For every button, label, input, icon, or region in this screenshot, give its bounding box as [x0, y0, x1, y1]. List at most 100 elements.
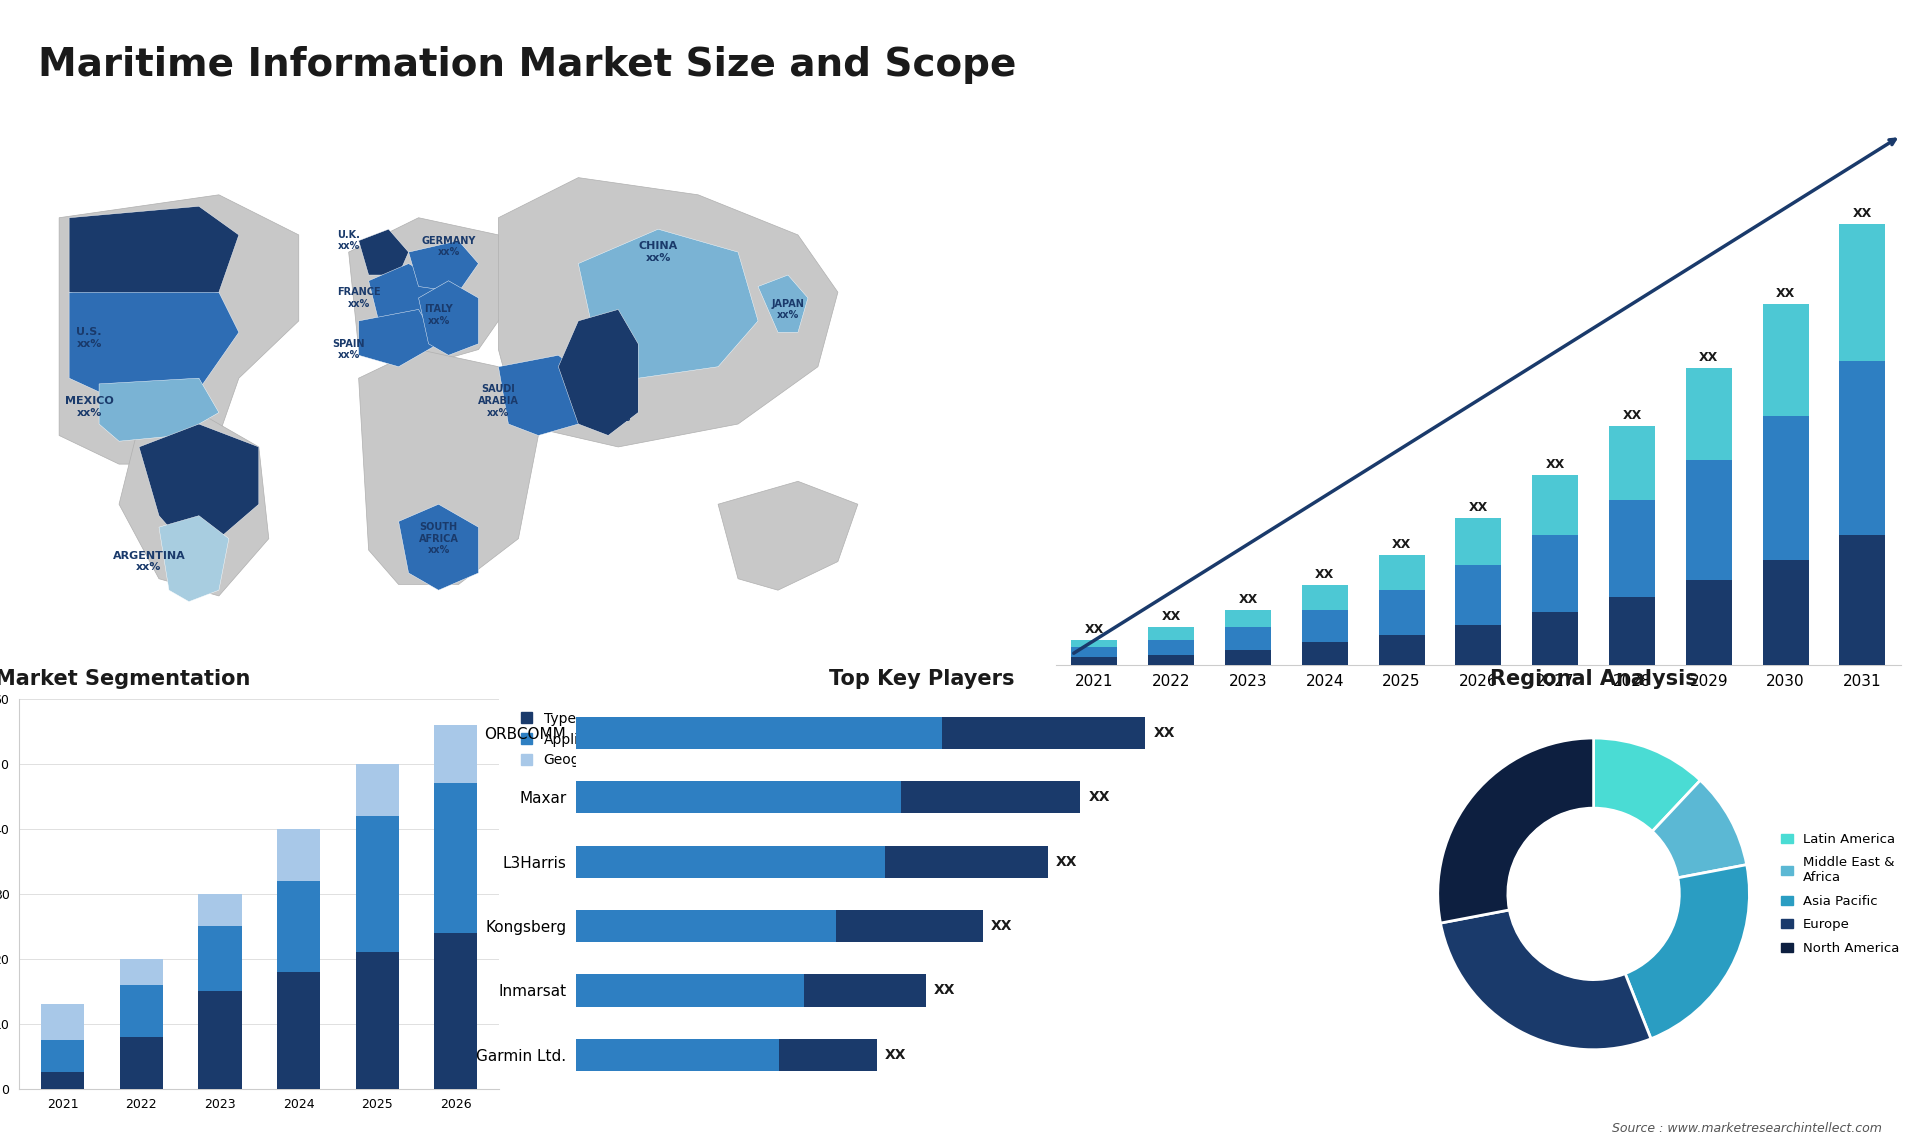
Polygon shape — [359, 309, 438, 367]
Bar — [1379, 635, 1425, 665]
Bar — [837, 910, 983, 942]
Wedge shape — [1653, 780, 1747, 878]
Wedge shape — [1440, 910, 1651, 1050]
Bar — [576, 846, 885, 878]
Text: ITALY
xx%: ITALY xx% — [424, 305, 453, 325]
Text: BRAZIL
xx%: BRAZIL xx% — [167, 471, 211, 492]
Bar — [1071, 639, 1117, 647]
Bar — [1071, 657, 1117, 665]
Polygon shape — [499, 355, 588, 435]
Bar — [276, 829, 321, 881]
Bar — [576, 716, 943, 749]
Text: XX: XX — [1699, 352, 1718, 364]
Legend: Latin America, Middle East &
Africa, Asia Pacific, Europe, North America: Latin America, Middle East & Africa, Asi… — [1776, 827, 1905, 960]
Polygon shape — [409, 241, 478, 292]
Bar — [1148, 627, 1194, 639]
Text: XX: XX — [1469, 501, 1488, 513]
Text: FRANCE
xx%: FRANCE xx% — [336, 288, 380, 308]
Text: MEXICO
xx%: MEXICO xx% — [65, 397, 113, 417]
Polygon shape — [718, 481, 858, 590]
Text: XX: XX — [933, 983, 956, 997]
Bar — [40, 1041, 84, 1073]
Bar — [1455, 518, 1501, 565]
Bar — [1302, 642, 1348, 665]
Bar — [1532, 612, 1578, 665]
Text: XX: XX — [1056, 855, 1077, 869]
Bar — [198, 991, 242, 1089]
Text: GERMANY
xx%: GERMANY xx% — [420, 236, 476, 257]
Bar — [1225, 610, 1271, 627]
Bar — [1686, 580, 1732, 665]
Bar — [576, 782, 900, 814]
Polygon shape — [69, 292, 238, 401]
Title: Regional Analysis: Regional Analysis — [1490, 669, 1697, 689]
Bar — [1686, 461, 1732, 580]
Bar — [1532, 535, 1578, 612]
Bar — [885, 846, 1048, 878]
Text: XX: XX — [991, 919, 1012, 933]
Bar — [40, 1004, 84, 1041]
Bar — [576, 1038, 780, 1072]
Bar — [804, 974, 925, 1006]
Polygon shape — [159, 516, 228, 602]
Text: INDIA
xx%: INDIA xx% — [601, 402, 636, 423]
Text: CANADA
xx%: CANADA xx% — [92, 219, 146, 240]
Text: XX: XX — [885, 1047, 906, 1062]
Polygon shape — [419, 281, 478, 355]
Bar — [1225, 650, 1271, 665]
Bar — [198, 926, 242, 991]
Text: Source : www.marketresearchintellect.com: Source : www.marketresearchintellect.com — [1611, 1122, 1882, 1135]
Bar — [943, 716, 1144, 749]
Bar — [1148, 654, 1194, 665]
Text: SAUDI
ARABIA
xx%: SAUDI ARABIA xx% — [478, 385, 518, 417]
Polygon shape — [119, 413, 269, 596]
Wedge shape — [1438, 738, 1594, 923]
Text: XX: XX — [1392, 539, 1411, 551]
Bar — [40, 1073, 84, 1089]
Bar — [1302, 584, 1348, 610]
Text: Maritime Information Market Size and Scope: Maritime Information Market Size and Sco… — [38, 46, 1018, 84]
Bar — [434, 725, 478, 784]
Text: XX: XX — [1853, 207, 1872, 220]
Polygon shape — [69, 206, 238, 309]
Polygon shape — [499, 178, 837, 447]
Bar — [1455, 625, 1501, 665]
Bar — [1763, 416, 1809, 560]
Legend: Type, Application, Geography: Type, Application, Geography — [516, 706, 628, 774]
Bar — [119, 1037, 163, 1089]
Text: Market Segmentation: Market Segmentation — [0, 669, 252, 689]
Text: XX: XX — [1089, 791, 1110, 804]
Text: XX: XX — [1238, 592, 1258, 606]
Text: SPAIN
xx%: SPAIN xx% — [332, 339, 365, 360]
Title: Top Key Players: Top Key Players — [829, 669, 1014, 689]
Polygon shape — [399, 504, 478, 590]
Polygon shape — [578, 229, 758, 378]
Bar — [1225, 627, 1271, 650]
Text: XX: XX — [1546, 458, 1565, 471]
Text: XX: XX — [1776, 286, 1795, 299]
Polygon shape — [138, 424, 259, 539]
Bar — [119, 959, 163, 984]
Polygon shape — [369, 264, 438, 332]
Bar — [1839, 535, 1885, 665]
Polygon shape — [359, 350, 538, 584]
Bar — [1839, 223, 1885, 361]
Text: XX: XX — [1622, 409, 1642, 422]
Bar — [434, 784, 478, 933]
Bar — [780, 1038, 877, 1072]
Polygon shape — [100, 378, 219, 441]
Text: U.S.
xx%: U.S. xx% — [77, 328, 102, 348]
Bar — [1455, 565, 1501, 625]
Polygon shape — [758, 275, 808, 332]
Text: XX: XX — [1154, 725, 1175, 740]
Bar — [1609, 425, 1655, 501]
Bar — [1763, 304, 1809, 416]
Bar — [355, 952, 399, 1089]
Text: XX: XX — [1315, 568, 1334, 581]
Bar — [1609, 597, 1655, 665]
Text: JAPAN
xx%: JAPAN xx% — [772, 299, 804, 320]
Text: ARGENTINA
xx%: ARGENTINA xx% — [113, 551, 186, 572]
Bar — [1302, 610, 1348, 642]
Bar — [1532, 476, 1578, 535]
Text: XX: XX — [1085, 622, 1104, 636]
